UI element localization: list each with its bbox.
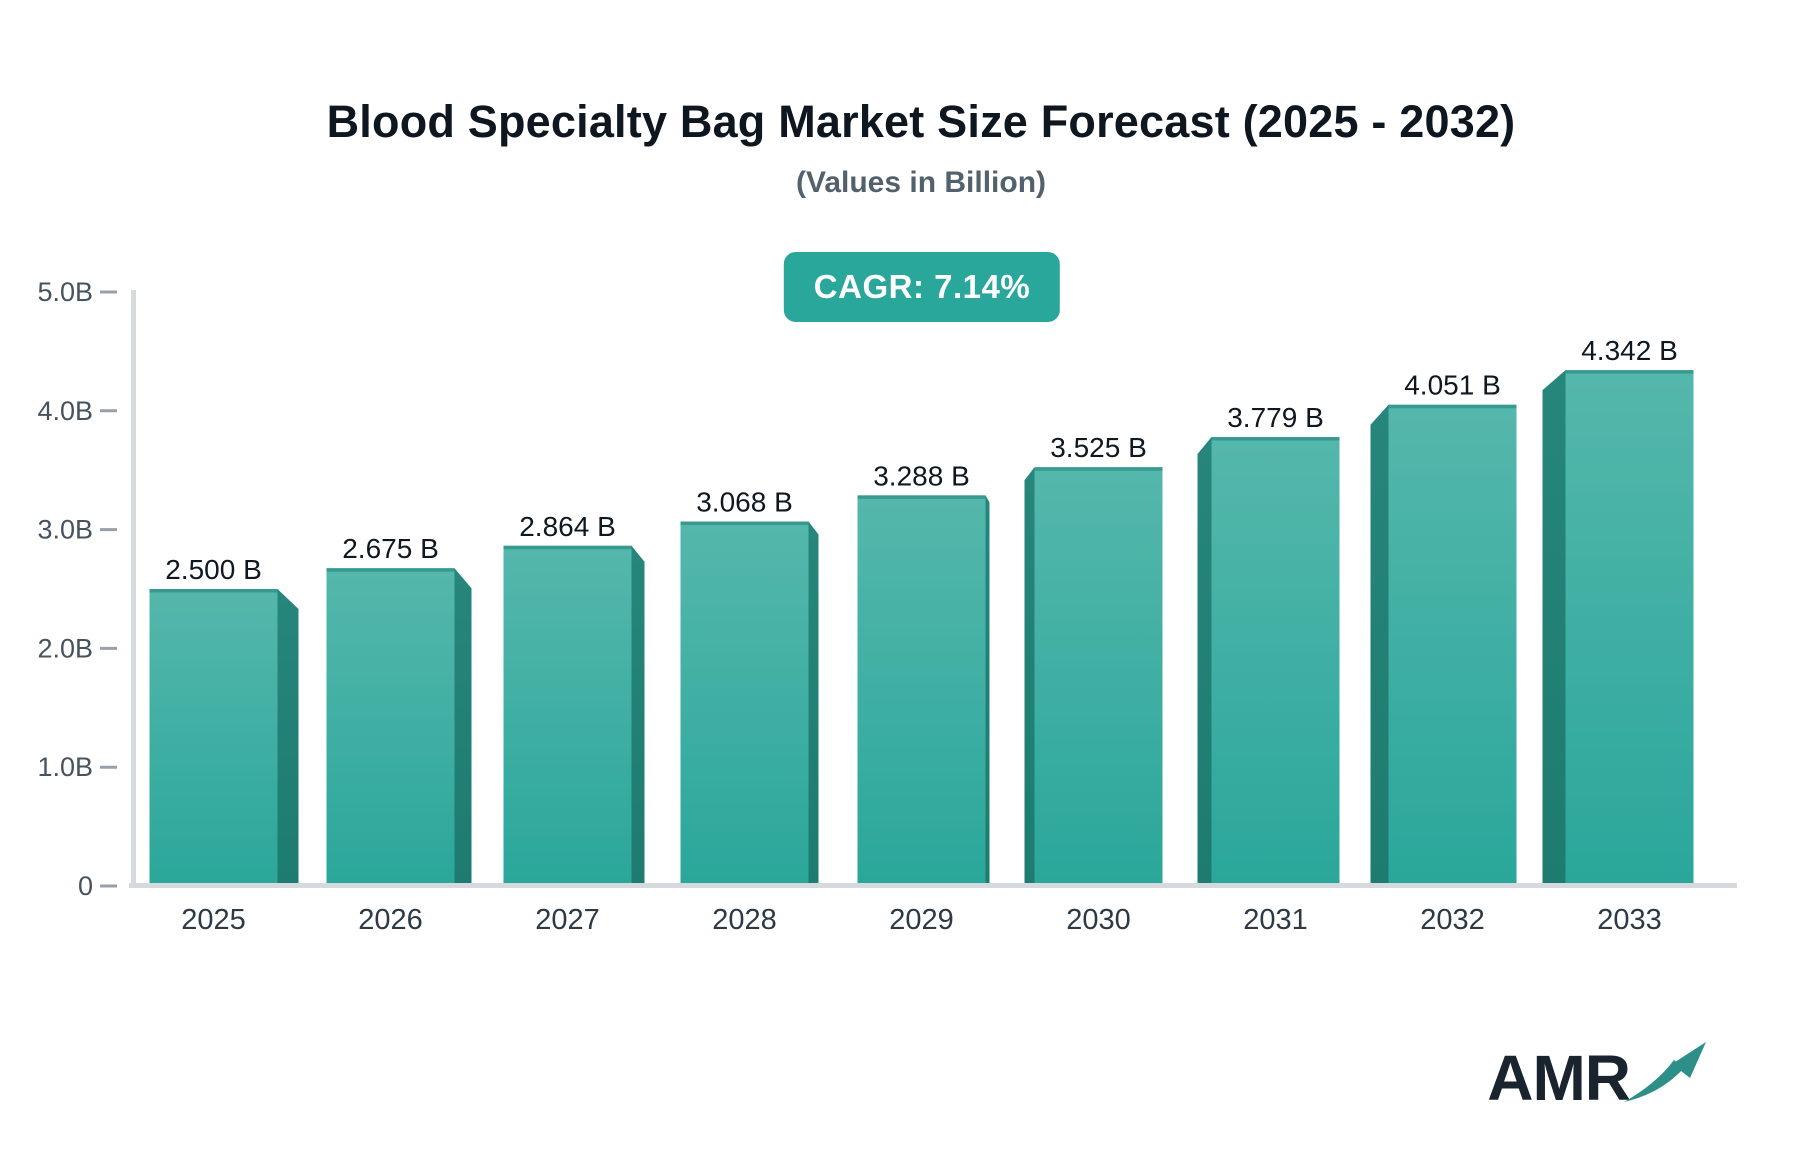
bar-2031 bbox=[1211, 437, 1340, 886]
x-axis-label: 2029 bbox=[889, 904, 954, 936]
bar-value-label: 3.068 B bbox=[696, 487, 793, 518]
bar-top-edge bbox=[1565, 370, 1694, 374]
x-axis-label: 2026 bbox=[358, 904, 423, 936]
bar-top-edge bbox=[503, 545, 632, 550]
bar-2033 bbox=[1565, 370, 1694, 886]
bar-2025 bbox=[149, 589, 278, 886]
y-axis-label: 0 bbox=[78, 871, 93, 901]
bar-top-edge bbox=[1211, 437, 1340, 441]
chart-subtitle: (Values in Billion) bbox=[795, 166, 1047, 199]
bar-2030 bbox=[1034, 467, 1163, 886]
bar-value-label: 2.864 B bbox=[519, 511, 616, 542]
bar-top-edge bbox=[1034, 467, 1163, 471]
y-axis-label: 2.0B bbox=[37, 633, 93, 663]
y-axis-label: 1.0B bbox=[37, 752, 93, 782]
y-axis-label: 4.0B bbox=[37, 396, 93, 426]
bar-value-label: 2.500 B bbox=[165, 554, 262, 585]
bar-side-face bbox=[808, 521, 819, 886]
bar-2032 bbox=[1388, 404, 1517, 886]
bar-2029 bbox=[857, 495, 986, 886]
bar-value-label: 3.288 B bbox=[873, 460, 970, 491]
amr-logo: AMR bbox=[1487, 1040, 1714, 1110]
x-axis-label: 2030 bbox=[1066, 904, 1131, 936]
bar-top-edge bbox=[680, 521, 809, 526]
cagr-badge-label: CAGR: 7.14% bbox=[813, 268, 1031, 305]
chart-title: Blood Specialty Bag Market Size Forecast… bbox=[326, 96, 1516, 147]
bar-top-edge bbox=[1388, 404, 1517, 409]
y-axis-line bbox=[131, 290, 136, 888]
bar-value-label: 2.675 B bbox=[342, 533, 439, 564]
bar-value-label: 3.779 B bbox=[1227, 402, 1324, 433]
cagr-badge: CAGR: 7.14% bbox=[783, 252, 1061, 322]
x-axis-line bbox=[129, 883, 1737, 888]
x-axis-label: 2027 bbox=[535, 904, 600, 936]
x-axis-label: 2031 bbox=[1243, 904, 1308, 936]
x-axis-label: 2028 bbox=[712, 904, 777, 936]
growth-arrow-icon bbox=[1624, 1042, 1706, 1102]
chart-header: Blood Specialty Bag Market Size Forecast… bbox=[0, 0, 1800, 200]
amr-logo-text: AMR bbox=[1487, 1042, 1631, 1114]
bar-value-label: 3.525 B bbox=[1050, 432, 1147, 463]
y-axis-label: 3.0B bbox=[37, 515, 93, 545]
bar-value-label: 4.342 B bbox=[1581, 335, 1678, 366]
bar-top-edge bbox=[326, 568, 455, 572]
x-axis-label: 2033 bbox=[1597, 904, 1662, 936]
bar-2026 bbox=[326, 568, 455, 886]
bar-side-face bbox=[277, 589, 299, 886]
bar-top-edge bbox=[149, 589, 278, 593]
x-axis-label: 2032 bbox=[1420, 904, 1485, 936]
bar-side-face bbox=[1197, 437, 1212, 886]
bar-value-label: 4.051 B bbox=[1404, 370, 1501, 401]
bar-2028 bbox=[680, 521, 809, 886]
bar-side-face bbox=[454, 568, 472, 886]
x-axis-label: 2025 bbox=[181, 904, 246, 936]
bar-2027 bbox=[503, 545, 632, 886]
bar-side-face bbox=[985, 495, 990, 886]
bar-top-edge bbox=[857, 495, 986, 499]
bar-side-face bbox=[1542, 370, 1566, 886]
y-axis-label: 5.0B bbox=[37, 277, 93, 307]
bar-side-face bbox=[1024, 467, 1035, 886]
bar-side-face bbox=[631, 545, 645, 886]
bar-side-face bbox=[1370, 404, 1389, 886]
